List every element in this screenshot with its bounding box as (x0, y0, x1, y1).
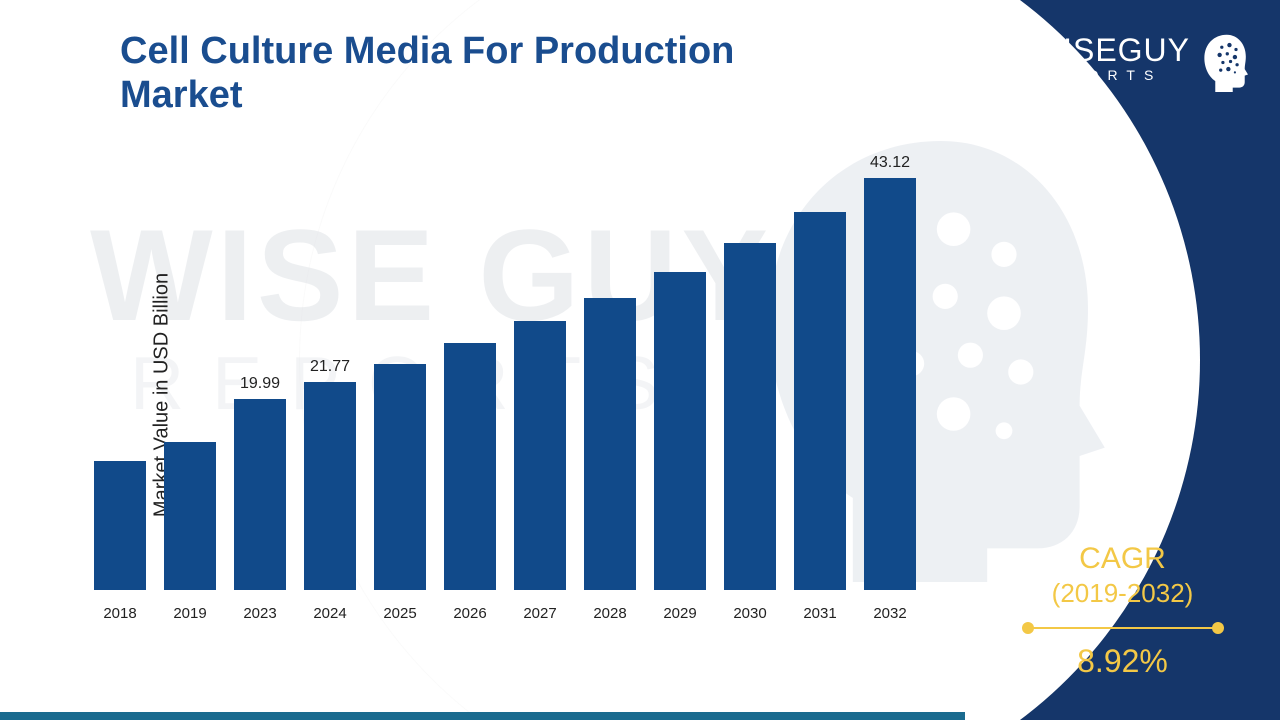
x-axis-label: 2018 (94, 605, 146, 622)
x-axis-labels: 2018 2019 2023 2024 2025 2026 2027 2028 2029 2030… (90, 605, 920, 622)
bar (374, 364, 426, 590)
bottom-accent-strip (0, 712, 965, 720)
bar (794, 212, 846, 590)
x-axis-label: 2026 (444, 605, 496, 622)
x-axis-label: 2029 (654, 605, 706, 622)
logo-word-guy: GUY (1118, 32, 1190, 68)
bar (444, 343, 496, 590)
bar (94, 461, 146, 590)
cagr-value: 8.92% (995, 643, 1250, 680)
bar-slot (654, 160, 706, 590)
logo-line1: WISEGUY (1032, 32, 1190, 69)
bar-slot (794, 160, 846, 590)
x-axis-label: 2023 (234, 605, 286, 622)
bar-slot (164, 160, 216, 590)
logo-word-wise: WISE (1032, 32, 1118, 68)
bar (724, 243, 776, 590)
x-axis-label: 2028 (584, 605, 636, 622)
bar (304, 382, 356, 590)
bar-slot: 21.77 (304, 160, 356, 590)
bar-slot (374, 160, 426, 590)
head-icon (1196, 32, 1252, 92)
cagr-block: CAGR (2019-2032) 8.92% (995, 542, 1250, 680)
x-axis-label: 2025 (374, 605, 426, 622)
wiseguy-logo: WISEGUY REPORTS (1032, 32, 1252, 92)
bar (584, 298, 636, 590)
chart-plot-area: 19.99 21.77 43.12 (90, 160, 920, 590)
x-axis-label: 2024 (304, 605, 356, 622)
cagr-period: (2019-2032) (995, 578, 1250, 609)
bar (234, 399, 286, 590)
bar-slot: 19.99 (234, 160, 286, 590)
bar-slot (724, 160, 776, 590)
cagr-divider (1028, 627, 1218, 629)
bar (514, 321, 566, 590)
x-axis-label: 2032 (864, 605, 916, 622)
bar-chart: Market Value in USD Billion 19.9921.7743… (50, 160, 920, 630)
bar-value-label: 21.77 (310, 358, 350, 376)
logo-line2: REPORTS (1032, 67, 1190, 83)
logo-text: WISEGUY REPORTS (1032, 32, 1190, 83)
stage: WISE GUY REPORTS Cell Culture Media For … (0, 0, 1280, 720)
cagr-label: CAGR (995, 542, 1250, 576)
x-axis-label: 2027 (514, 605, 566, 622)
x-axis-label: 2031 (794, 605, 846, 622)
bar (864, 178, 916, 590)
x-axis-label: 2030 (724, 605, 776, 622)
bar-slot (94, 160, 146, 590)
bar-slot: 43.12 (864, 160, 916, 590)
bar-slot (584, 160, 636, 590)
bar-slot (444, 160, 496, 590)
bar (654, 272, 706, 590)
bar-value-label: 43.12 (870, 154, 910, 172)
page-title: Cell Culture Media For Production Market (120, 30, 770, 117)
bar-slot (514, 160, 566, 590)
x-axis-label: 2019 (164, 605, 216, 622)
bar (164, 442, 216, 590)
bar-value-label: 19.99 (240, 375, 280, 393)
